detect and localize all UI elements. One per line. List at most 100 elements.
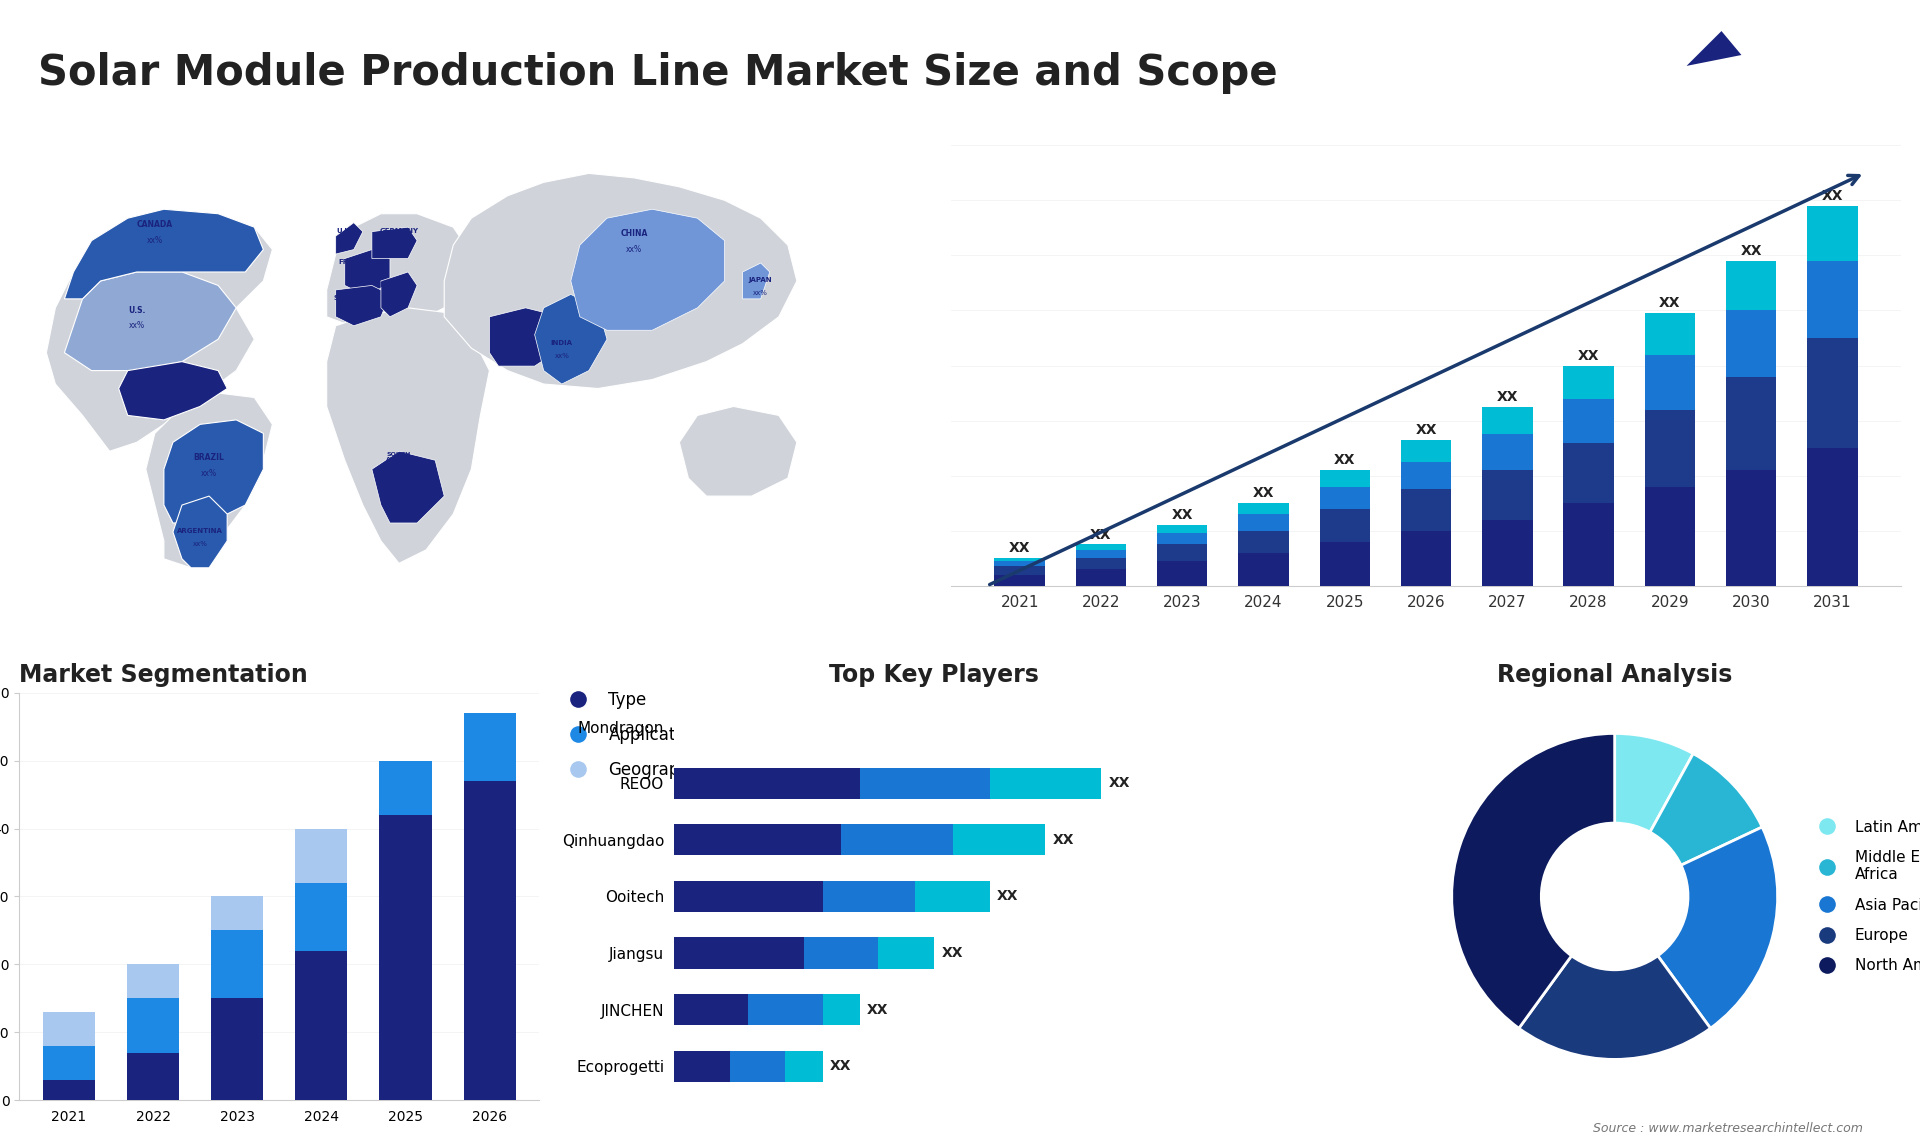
Bar bbox=[1238, 503, 1288, 515]
Text: XX: XX bbox=[1171, 509, 1192, 523]
Bar bbox=[42, 1046, 94, 1080]
Polygon shape bbox=[444, 173, 797, 388]
Bar bbox=[1402, 489, 1452, 531]
Bar bbox=[1158, 525, 1208, 533]
Text: xx%: xx% bbox=[146, 236, 163, 245]
Text: XX: XX bbox=[1052, 833, 1075, 847]
Text: XX: XX bbox=[1108, 776, 1131, 791]
Circle shape bbox=[1542, 823, 1688, 970]
Text: JAPAN: JAPAN bbox=[749, 277, 772, 283]
Bar bbox=[1402, 531, 1452, 586]
Bar bbox=[296, 882, 348, 951]
Bar bbox=[1645, 487, 1695, 586]
Bar bbox=[1238, 531, 1288, 552]
Bar bbox=[1075, 558, 1127, 570]
Bar bbox=[1807, 338, 1859, 448]
Bar bbox=[804, 937, 877, 968]
Bar bbox=[749, 994, 822, 1025]
Text: xx%: xx% bbox=[346, 272, 361, 278]
Bar bbox=[1645, 354, 1695, 409]
Title: Regional Analysis: Regional Analysis bbox=[1498, 662, 1732, 686]
Text: ITALY: ITALY bbox=[380, 282, 399, 288]
Bar bbox=[1645, 409, 1695, 487]
Bar bbox=[211, 931, 263, 998]
Text: xx%: xx% bbox=[555, 353, 568, 359]
Bar bbox=[380, 761, 432, 815]
Text: XX: XX bbox=[1252, 486, 1275, 501]
Text: xx%: xx% bbox=[138, 398, 154, 407]
Text: xx%: xx% bbox=[192, 541, 207, 547]
Bar bbox=[1726, 261, 1776, 311]
Text: INTELLECT: INTELLECT bbox=[1761, 85, 1824, 95]
Bar bbox=[674, 768, 860, 799]
Bar bbox=[674, 1051, 730, 1082]
Bar bbox=[841, 824, 952, 855]
Text: RESEARCH: RESEARCH bbox=[1761, 61, 1824, 71]
Wedge shape bbox=[1649, 754, 1763, 865]
Polygon shape bbox=[326, 213, 470, 330]
Text: Solar Module Production Line Market Size and Scope: Solar Module Production Line Market Size… bbox=[38, 52, 1279, 94]
Text: XX: XX bbox=[1496, 390, 1519, 405]
Polygon shape bbox=[1653, 31, 1740, 104]
Polygon shape bbox=[1686, 31, 1741, 65]
Polygon shape bbox=[163, 419, 263, 523]
Bar bbox=[822, 994, 860, 1025]
Text: SOUTH
AFRICA: SOUTH AFRICA bbox=[386, 452, 413, 463]
Bar bbox=[1238, 515, 1288, 531]
Bar bbox=[1563, 366, 1615, 399]
Polygon shape bbox=[743, 264, 770, 299]
Polygon shape bbox=[119, 362, 227, 419]
Bar bbox=[730, 1051, 785, 1082]
Legend: Latin America, Middle East &
Africa, Asia Pacific, Europe, North America: Latin America, Middle East & Africa, Asi… bbox=[1805, 814, 1920, 980]
Text: XX: XX bbox=[868, 1003, 889, 1017]
Text: XX: XX bbox=[1415, 423, 1436, 437]
Bar bbox=[674, 824, 841, 855]
Text: xx%: xx% bbox=[392, 241, 407, 246]
Polygon shape bbox=[346, 250, 390, 295]
Text: MARKET: MARKET bbox=[1761, 37, 1811, 47]
Bar bbox=[380, 815, 432, 1100]
Text: Source : www.marketresearchintellect.com: Source : www.marketresearchintellect.com bbox=[1592, 1122, 1862, 1135]
Bar bbox=[995, 560, 1044, 566]
Text: XX: XX bbox=[1091, 527, 1112, 542]
Bar bbox=[1158, 560, 1208, 586]
Bar bbox=[1807, 261, 1859, 338]
Bar bbox=[1238, 552, 1288, 586]
Text: BRAZIL: BRAZIL bbox=[194, 454, 225, 463]
Bar bbox=[463, 713, 516, 780]
Text: SAUDI
ARABIA: SAUDI ARABIA bbox=[503, 331, 530, 342]
Wedge shape bbox=[1519, 956, 1711, 1059]
Text: CANADA: CANADA bbox=[136, 220, 173, 229]
Bar bbox=[674, 937, 804, 968]
Bar bbox=[1402, 440, 1452, 462]
Polygon shape bbox=[65, 210, 263, 299]
Text: XX: XX bbox=[1822, 189, 1843, 203]
Bar bbox=[1726, 470, 1776, 586]
Bar bbox=[1402, 462, 1452, 489]
Text: xx%: xx% bbox=[753, 290, 768, 296]
Bar bbox=[674, 994, 749, 1025]
Bar bbox=[1726, 377, 1776, 470]
Bar bbox=[1482, 434, 1532, 470]
Bar bbox=[952, 824, 1046, 855]
Polygon shape bbox=[46, 210, 273, 452]
Text: XX: XX bbox=[829, 1059, 851, 1073]
Bar bbox=[1726, 311, 1776, 377]
Polygon shape bbox=[534, 295, 607, 384]
Polygon shape bbox=[326, 308, 490, 564]
Bar bbox=[42, 1080, 94, 1100]
Text: U.S.: U.S. bbox=[129, 306, 146, 314]
Bar bbox=[1482, 407, 1532, 434]
Bar bbox=[995, 575, 1044, 586]
Text: ARGENTINA: ARGENTINA bbox=[177, 528, 223, 534]
Text: U.K.: U.K. bbox=[336, 228, 353, 234]
Polygon shape bbox=[173, 496, 227, 567]
Polygon shape bbox=[570, 210, 724, 330]
Bar bbox=[995, 566, 1044, 575]
Bar bbox=[1319, 542, 1371, 586]
Text: xx%: xx% bbox=[202, 469, 217, 478]
Text: Market Segmentation: Market Segmentation bbox=[19, 662, 307, 686]
Bar bbox=[916, 881, 989, 912]
Title: Top Key Players: Top Key Players bbox=[829, 662, 1039, 686]
Text: xx%: xx% bbox=[382, 295, 397, 300]
